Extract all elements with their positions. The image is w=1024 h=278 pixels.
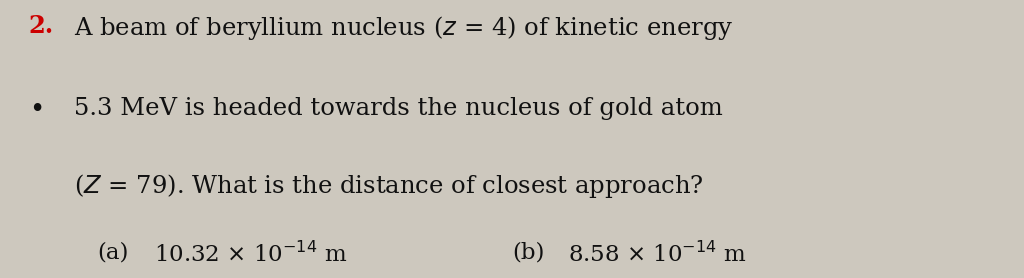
Text: 8.58 $\times$ 10$^{-14}$ m: 8.58 $\times$ 10$^{-14}$ m	[568, 242, 748, 267]
Text: (a): (a)	[97, 242, 129, 264]
Text: (b): (b)	[512, 242, 545, 264]
Text: A beam of beryllium nucleus ($z$ = 4) of kinetic energy: A beam of beryllium nucleus ($z$ = 4) of…	[74, 14, 733, 42]
Text: 10.32 $\times$ 10$^{-14}$ m: 10.32 $\times$ 10$^{-14}$ m	[154, 242, 347, 267]
Text: •: •	[29, 97, 44, 122]
Text: ($Z$ = 79). What is the distance of closest approach?: ($Z$ = 79). What is the distance of clos…	[74, 172, 703, 200]
Text: 2.: 2.	[29, 14, 54, 38]
Text: 5.3 MeV is headed towards the nucleus of gold atom: 5.3 MeV is headed towards the nucleus of…	[74, 97, 723, 120]
